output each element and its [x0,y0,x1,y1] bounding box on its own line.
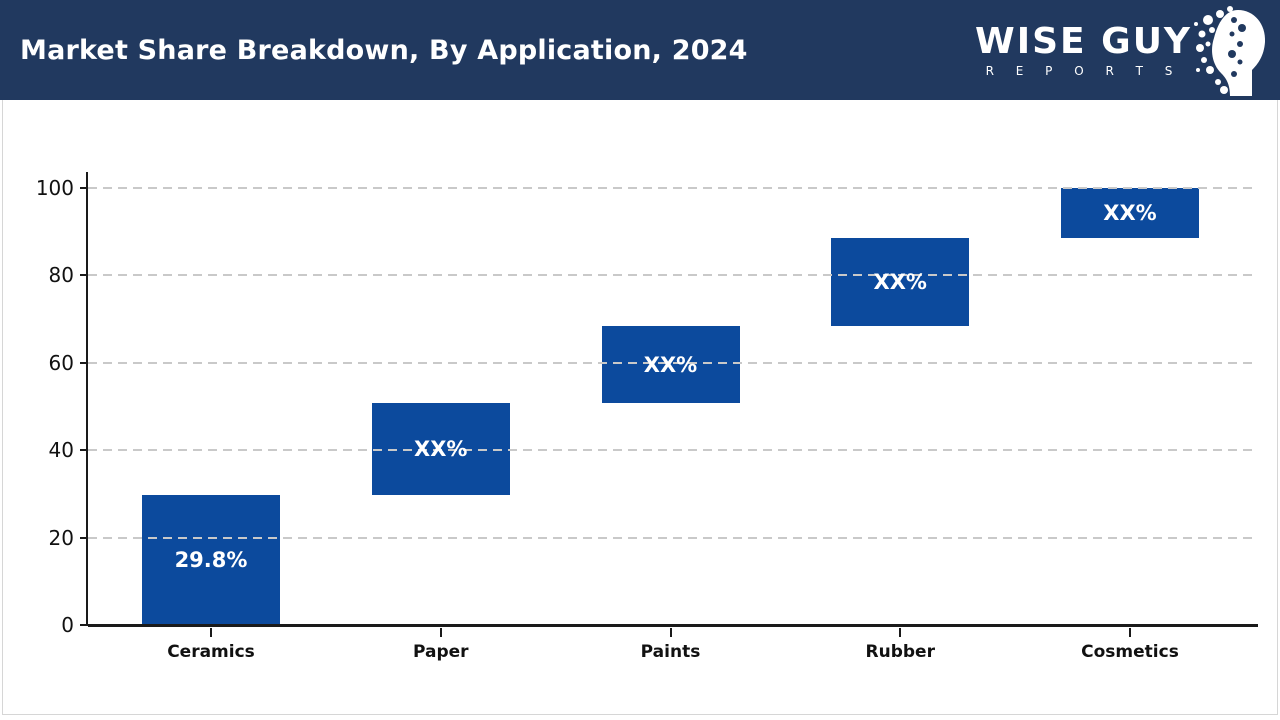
bar-paper [371,403,510,495]
y-tick-60 [80,361,88,364]
gridline-60 [88,361,1258,364]
x-axis-label-paper: Paper [412,642,469,662]
x-tick-paper [439,628,442,637]
bar-value-label-cosmetics: XX% [1103,201,1157,226]
x-tick-cosmetics [1129,628,1131,637]
gridline-100 [88,187,1258,189]
bar-value-label-rubber: XX% [873,270,927,295]
bar-rubber [831,238,970,327]
wise-guy-reports-logo: WISE GUY R E P O R T S [975,4,1272,96]
header-bar: Market Share Breakdown, By Application, … [0,0,1280,100]
x-axis-line [88,624,1258,627]
y-tick-80 [80,274,88,277]
bar-value-label-ceramics: 29.8% [174,547,248,572]
y-tick-label-60: 60 [48,350,74,375]
page-title: Market Share Breakdown, By Application, … [20,34,748,66]
logo-wordmark: WISE GUY [974,20,1192,62]
bar-value-label-paints: XX% [643,352,698,377]
bar-value-label-paper: XX% [414,436,468,461]
x-tick-ceramics [210,628,212,637]
x-tick-paints [669,628,672,637]
y-tick-100 [80,187,88,189]
logo-subtitle: R E P O R T S [985,63,1182,78]
x-axis-label-rubber: Rubber [865,642,935,662]
x-axis-label-paints: Paints [640,642,701,662]
y-tick-40 [80,449,88,452]
logo-face-icon [1194,6,1266,96]
logo-text: WISE GUY R E P O R T S [974,20,1192,78]
gridline-40 [88,449,1258,452]
y-tick-label-40: 40 [48,438,74,463]
y-tick-label-0: 0 [61,613,74,637]
x-axis-label-cosmetics: Cosmetics [1081,642,1179,662]
bar-paints [601,326,740,403]
y-tick-label-100: 100 [35,176,74,200]
y-tick-0 [80,624,88,626]
y-axis-line [86,172,88,625]
gridline-80 [88,274,1258,277]
bar-cosmetics [1061,188,1199,239]
gridline-20 [88,536,1258,539]
y-tick-label-80: 80 [48,263,74,288]
bar-ceramics [142,494,280,625]
x-axis-label-ceramics: Ceramics [167,642,255,662]
x-tick-rubber [899,628,902,637]
y-tick-20 [80,536,88,539]
y-tick-label-20: 20 [48,525,74,550]
